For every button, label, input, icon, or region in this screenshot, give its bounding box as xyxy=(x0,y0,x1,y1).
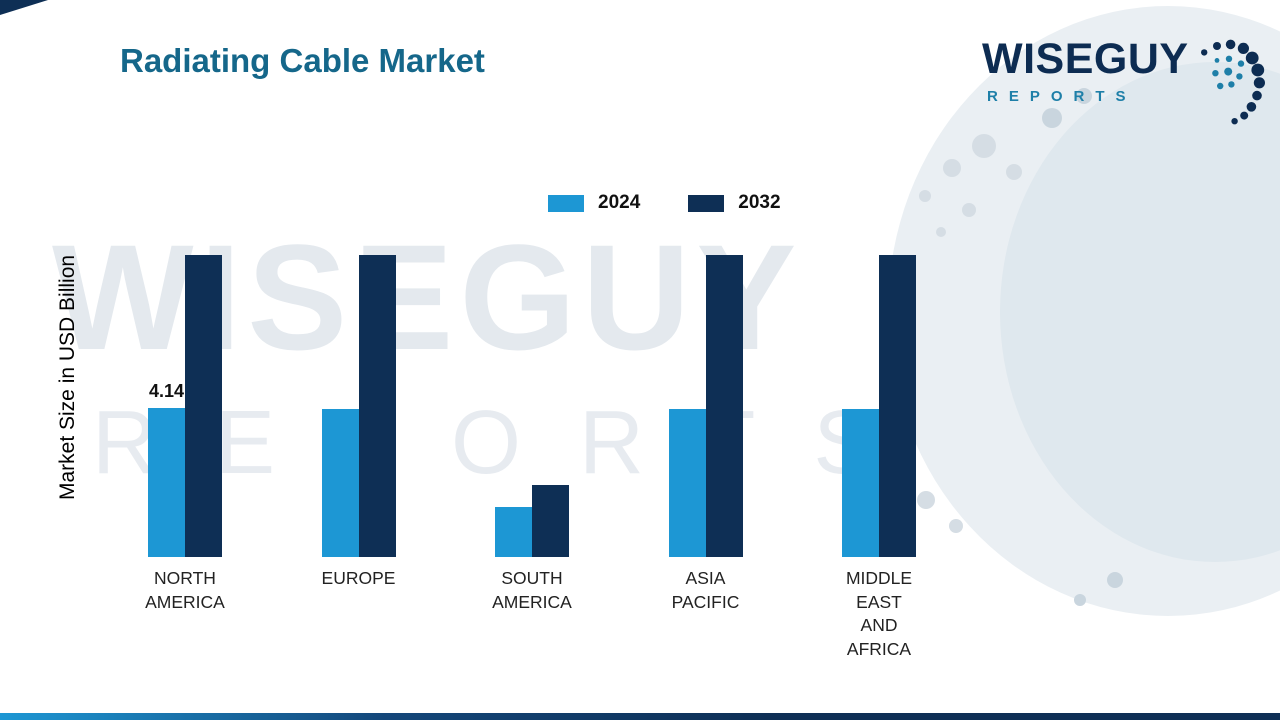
bar-chart: 4.14 NORTH AMERICA EUROPE SOUTH AMERICA ASIA… xyxy=(118,247,946,662)
legend-item-2024: 2024 xyxy=(548,192,640,214)
bottom-accent-bar xyxy=(0,713,1280,720)
chart-title: Radiating Cable Market xyxy=(120,42,485,79)
bars-south-america xyxy=(495,247,569,557)
bar-2024-europe xyxy=(321,409,359,557)
logo-subtext: REPORTS xyxy=(987,88,1137,105)
category-label-south-america: SOUTH AMERICA xyxy=(492,568,572,612)
bar-2032-north-america xyxy=(185,255,222,557)
bar-2032-middle-east-and-africa xyxy=(879,255,916,557)
wiseguy-logo: WISEGUY REPORTS xyxy=(982,38,1265,128)
legend-item-2032: 2032 xyxy=(688,192,781,214)
logo-text-block: WISEGUY REPORTS xyxy=(982,35,1189,106)
logo-wordmark: WISEGUY xyxy=(982,35,1189,83)
bar-2024-south-america xyxy=(495,507,532,557)
chart-legend: 2024 2032 xyxy=(548,192,781,214)
legend-swatch-2032 xyxy=(688,194,725,212)
bar-2024-asia-pacific xyxy=(668,409,706,557)
category-label-north-america: NORTH AMERICA xyxy=(145,568,225,612)
y-axis-label: Market Size in USD Billion xyxy=(56,254,79,501)
category-label-asia-pacific: ASIA PACIFIC xyxy=(671,568,740,612)
bar-group-europe: EUROPE xyxy=(292,247,426,662)
logo-face-icon xyxy=(1200,39,1265,125)
category-label-middle-east-and-africa: MIDDLE EAST AND AFRICA xyxy=(845,568,913,659)
bars-north-america: 4.14 xyxy=(148,247,222,557)
watermark-reports: REPORTS xyxy=(92,393,932,493)
bar-2024-north-america: 4.14 xyxy=(148,381,185,557)
bar-group-middle-east-and-africa: MIDDLE EAST AND AFRICA xyxy=(812,247,946,662)
bar-2032-europe xyxy=(358,255,396,557)
value-label-2024-north-america: 4.14 xyxy=(148,381,185,401)
bar-2032-asia-pacific xyxy=(705,255,743,557)
legend-swatch-2024 xyxy=(548,194,584,212)
legend-label-2032: 2032 xyxy=(738,192,781,213)
category-label-europe: EUROPE xyxy=(321,568,396,588)
watermark-wiseguy: WISEGUY xyxy=(52,213,803,381)
bar-group-asia-pacific: ASIA PACIFIC xyxy=(639,247,773,662)
bar-2024-middle-east-and-africa xyxy=(842,409,879,557)
legend-label-2024: 2024 xyxy=(598,192,641,213)
bars-middle-east-and-africa xyxy=(842,247,916,557)
bar-group-south-america: SOUTH AMERICA xyxy=(465,247,599,662)
bars-europe xyxy=(321,247,396,557)
bars-asia-pacific xyxy=(668,247,743,557)
bar-group-north-america: 4.14 NORTH AMERICA xyxy=(118,247,252,662)
bar-2032-south-america xyxy=(532,485,569,557)
